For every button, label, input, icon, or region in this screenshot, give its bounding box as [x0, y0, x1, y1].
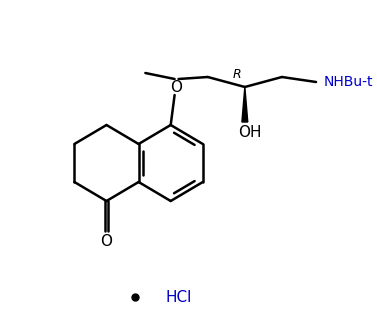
Polygon shape [242, 87, 248, 122]
Text: HCl: HCl [166, 289, 192, 305]
Text: OH: OH [238, 125, 262, 139]
Text: R: R [233, 67, 241, 80]
Text: O: O [101, 233, 112, 249]
Text: NHBu-t: NHBu-t [323, 75, 373, 89]
Text: O: O [170, 79, 182, 94]
